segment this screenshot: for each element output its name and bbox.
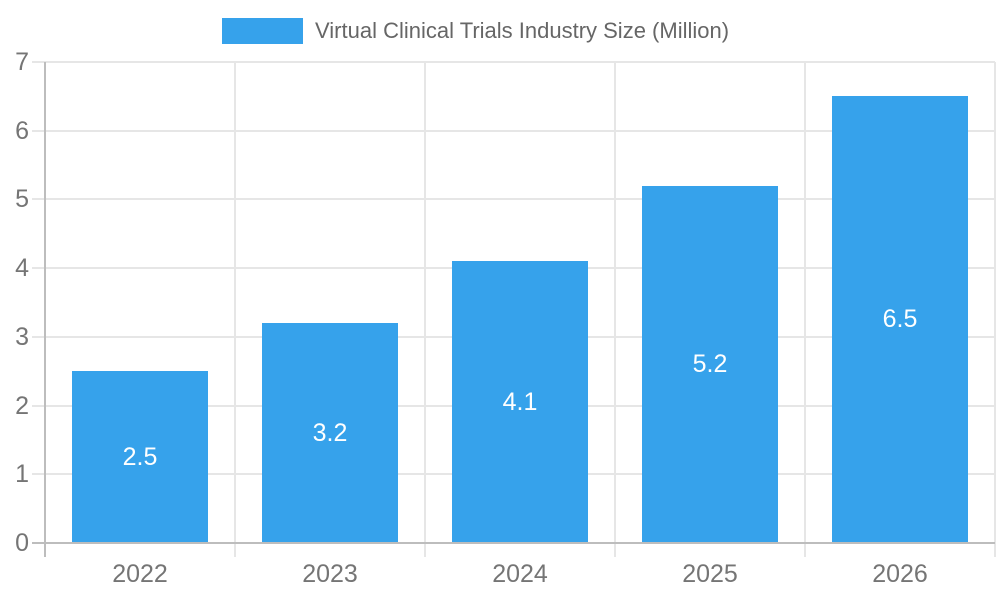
chart-legend-item[interactable]: Virtual Clinical Trials Industry Size (M… [222, 18, 729, 44]
bar-value-label: 3.2 [312, 418, 348, 447]
y-axis-tick-label: 4 [15, 254, 29, 282]
gridline-vertical [234, 62, 236, 557]
legend-swatch [222, 18, 303, 44]
bar-value-label: 2.5 [122, 442, 158, 471]
bar-2025[interactable]: 5.2 [642, 186, 778, 543]
gridline-vertical [424, 62, 426, 557]
gridline-vertical [804, 62, 806, 557]
y-axis-tick-label: 0 [15, 529, 29, 557]
gridline-vertical [994, 62, 996, 557]
bar-2024[interactable]: 4.1 [452, 261, 588, 543]
gridline-horizontal [32, 198, 995, 200]
x-axis-tick-label: 2022 [112, 560, 168, 588]
bar-2026[interactable]: 6.5 [832, 96, 968, 543]
y-axis-tick-label: 2 [15, 392, 29, 420]
x-axis-tick-label: 2023 [302, 560, 358, 588]
bar-value-label: 5.2 [692, 350, 728, 378]
bar-2022[interactable]: 2.5 [72, 371, 208, 543]
x-axis-tick-label: 2026 [872, 560, 928, 588]
y-axis-tick-label: 7 [15, 48, 29, 76]
x-axis-baseline [32, 542, 995, 544]
y-axis-tick-label: 5 [15, 185, 29, 213]
y-axis-line [44, 62, 46, 557]
gridline-horizontal [32, 130, 995, 132]
y-axis-tick-label: 3 [15, 323, 29, 351]
bar-2023[interactable]: 3.2 [262, 323, 398, 543]
x-axis-tick-label: 2025 [682, 560, 738, 588]
bar-value-label: 6.5 [882, 305, 918, 333]
bar-value-label: 4.1 [502, 387, 538, 416]
legend-label: Virtual Clinical Trials Industry Size (M… [315, 18, 730, 43]
y-axis-tick-label: 1 [15, 460, 29, 488]
y-axis-tick-label: 6 [15, 117, 29, 145]
x-axis-tick-label: 2024 [492, 560, 548, 588]
gridline-vertical [614, 62, 616, 557]
gridline-horizontal [32, 61, 995, 63]
